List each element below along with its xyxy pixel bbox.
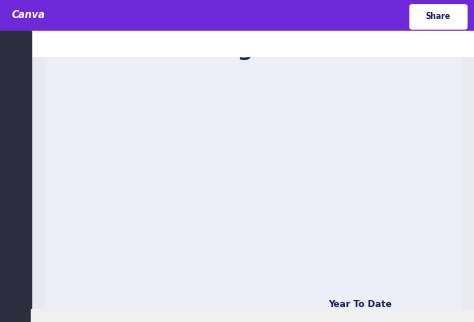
Bar <box>390 212 404 290</box>
Bar <box>95 111 111 290</box>
Bar <box>182 240 198 290</box>
Bar <box>302 81 316 158</box>
Bar <box>346 272 360 290</box>
Bar <box>324 94 338 158</box>
Bar <box>346 125 360 158</box>
Bar <box>368 146 382 158</box>
Bar <box>368 232 382 290</box>
Bar <box>411 113 426 158</box>
Bar <box>139 220 155 290</box>
Bar <box>324 259 338 290</box>
Bar <box>302 269 316 290</box>
Text: Canva: Canva <box>12 10 46 21</box>
Bar <box>161 86 176 290</box>
Text: Share: Share <box>426 12 451 21</box>
Bar <box>433 146 448 158</box>
Bar <box>73 86 89 290</box>
Text: Histogram: Histogram <box>172 40 302 60</box>
Bar <box>117 240 133 290</box>
Bar <box>390 88 404 158</box>
X-axis label: Summer Overview: Summer Overview <box>100 305 193 314</box>
Text: Year To Date: Year To Date <box>328 300 392 309</box>
Bar <box>411 233 426 290</box>
Bar <box>433 246 448 290</box>
Bar <box>204 270 219 290</box>
